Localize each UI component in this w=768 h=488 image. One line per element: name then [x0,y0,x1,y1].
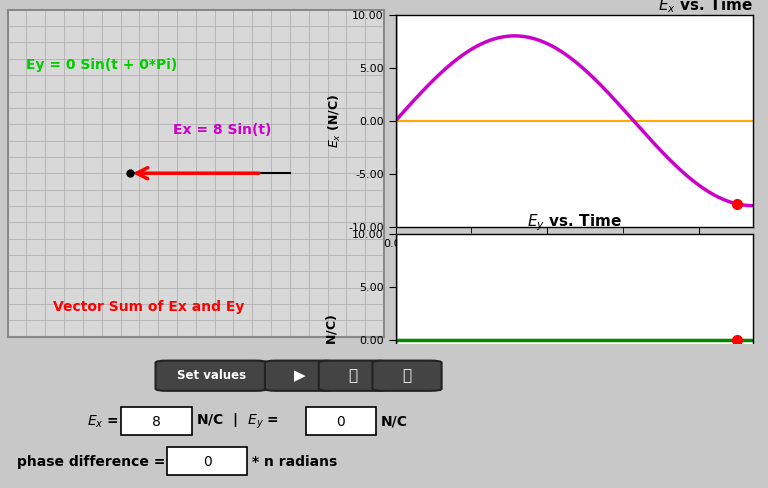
Y-axis label: $E_y$ (N/C): $E_y$ (N/C) [325,313,343,367]
Text: Ey = 0 Sin(t + 0*Pi): Ey = 0 Sin(t + 0*Pi) [26,58,177,72]
X-axis label: Time (s): Time (s) [545,474,603,487]
FancyBboxPatch shape [306,407,376,435]
FancyBboxPatch shape [265,361,334,391]
FancyBboxPatch shape [319,361,388,391]
Text: ⏩: ⏩ [402,368,412,383]
Text: N/C: N/C [381,415,408,429]
Text: N/C  |  $E_y$ =: N/C | $E_y$ = [196,412,279,431]
Title: $E_y$ vs. Time: $E_y$ vs. Time [527,212,621,233]
FancyBboxPatch shape [121,407,192,435]
Text: ⏸: ⏸ [349,368,358,383]
FancyBboxPatch shape [372,361,442,391]
X-axis label: Time (s): Time (s) [545,254,603,267]
FancyBboxPatch shape [155,361,267,391]
Text: Ex = 8 Sin(t): Ex = 8 Sin(t) [174,123,272,137]
Text: 8: 8 [152,415,161,429]
Y-axis label: $E_x$ (N/C): $E_x$ (N/C) [326,94,343,148]
Text: $E_x$ vs. Time: $E_x$ vs. Time [657,0,753,15]
Text: phase difference =: phase difference = [17,455,165,469]
Text: 0: 0 [336,415,346,429]
Text: Set values: Set values [177,369,246,382]
Text: $E_x$ =: $E_x$ = [88,413,119,430]
Text: ▶: ▶ [293,368,306,383]
FancyBboxPatch shape [167,447,247,475]
Text: * n radians: * n radians [252,455,337,469]
Text: 0: 0 [203,455,212,469]
Text: Vector Sum of Ex and Ey: Vector Sum of Ex and Ey [53,300,244,314]
